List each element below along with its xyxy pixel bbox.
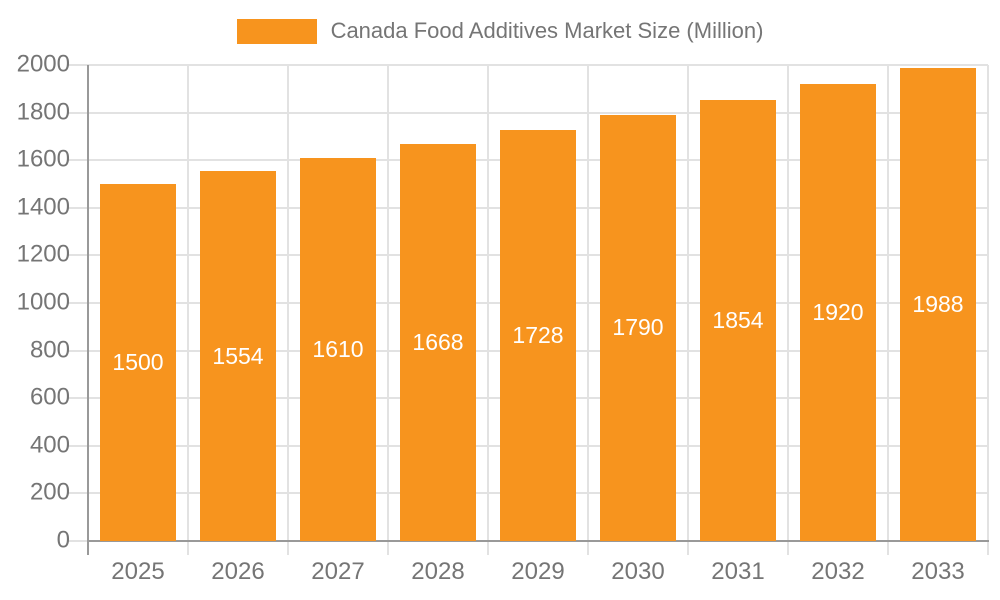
x-axis-tick-label: 2031	[711, 558, 765, 585]
bar-value-label: 1988	[912, 290, 964, 317]
bar-value-label: 1790	[612, 314, 664, 341]
y-axis-tick-label: 600	[29, 383, 70, 411]
x-axis-line	[87, 540, 989, 542]
y-axis-tick-label: 800	[29, 336, 70, 364]
legend-label: Canada Food Additives Market Size (Milli…	[330, 18, 764, 43]
grid-line-vertical	[587, 65, 589, 555]
bar: 1668	[400, 144, 476, 541]
y-axis-tick-label: 2000	[16, 50, 70, 78]
x-axis-tick-label: 2026	[211, 558, 265, 585]
grid-line-vertical	[287, 65, 289, 555]
grid-line-vertical	[187, 65, 189, 555]
bar-value-label: 1500	[112, 349, 164, 375]
bar: 1728	[500, 129, 576, 541]
x-axis-tick-label: 2030	[611, 558, 665, 585]
bar: 1854	[700, 99, 776, 541]
bar: 1500	[100, 184, 176, 541]
x-axis-tick-label: 2028	[411, 558, 465, 585]
y-axis-tick-label: 1200	[16, 240, 70, 268]
bar-value-label: 1610	[312, 335, 364, 362]
y-axis-tick-label: 200	[29, 478, 70, 506]
grid-line-vertical	[887, 65, 889, 555]
x-axis-tick-label: 2032	[811, 558, 865, 585]
bar: 1790	[600, 114, 676, 541]
y-axis-tick-label: 1400	[16, 193, 70, 221]
x-axis-tick-label: 2029	[511, 558, 565, 585]
grid-line-horizontal	[68, 64, 988, 66]
bar-value-label: 1920	[812, 299, 864, 325]
bar-value-label: 1668	[412, 329, 464, 355]
y-axis-tick-label: 0	[56, 526, 70, 554]
grid-line-vertical	[987, 65, 989, 555]
x-axis-tick-label: 2033	[911, 558, 965, 585]
grid-line-horizontal	[68, 111, 988, 114]
bar-value-label: 1854	[712, 306, 764, 333]
bar: 1988	[900, 67, 976, 541]
bar-value-label: 1728	[512, 321, 564, 348]
x-axis-tick-label: 2025	[111, 558, 165, 585]
y-axis-tick-label: 1000	[16, 288, 70, 316]
grid-line-vertical	[487, 65, 489, 555]
bar-value-label: 1554	[212, 342, 264, 369]
bar: 1920	[800, 84, 876, 541]
y-axis-tick-label: 400	[29, 431, 70, 459]
grid-line-vertical	[387, 65, 389, 555]
grid-line-vertical	[787, 65, 789, 555]
grid-line-vertical	[687, 65, 689, 555]
x-axis-tick-label: 2027	[311, 558, 365, 585]
y-axis-tick	[68, 540, 88, 542]
y-axis-line	[87, 65, 89, 555]
bar: 1610	[300, 157, 376, 541]
legend-swatch	[236, 18, 317, 44]
chart-legend[interactable]: Canada Food Additives Market Size (Milli…	[0, 18, 1000, 44]
y-axis-tick-label: 1600	[16, 145, 70, 173]
y-axis-tick-label: 1800	[16, 98, 70, 126]
bar: 1554	[200, 171, 276, 541]
